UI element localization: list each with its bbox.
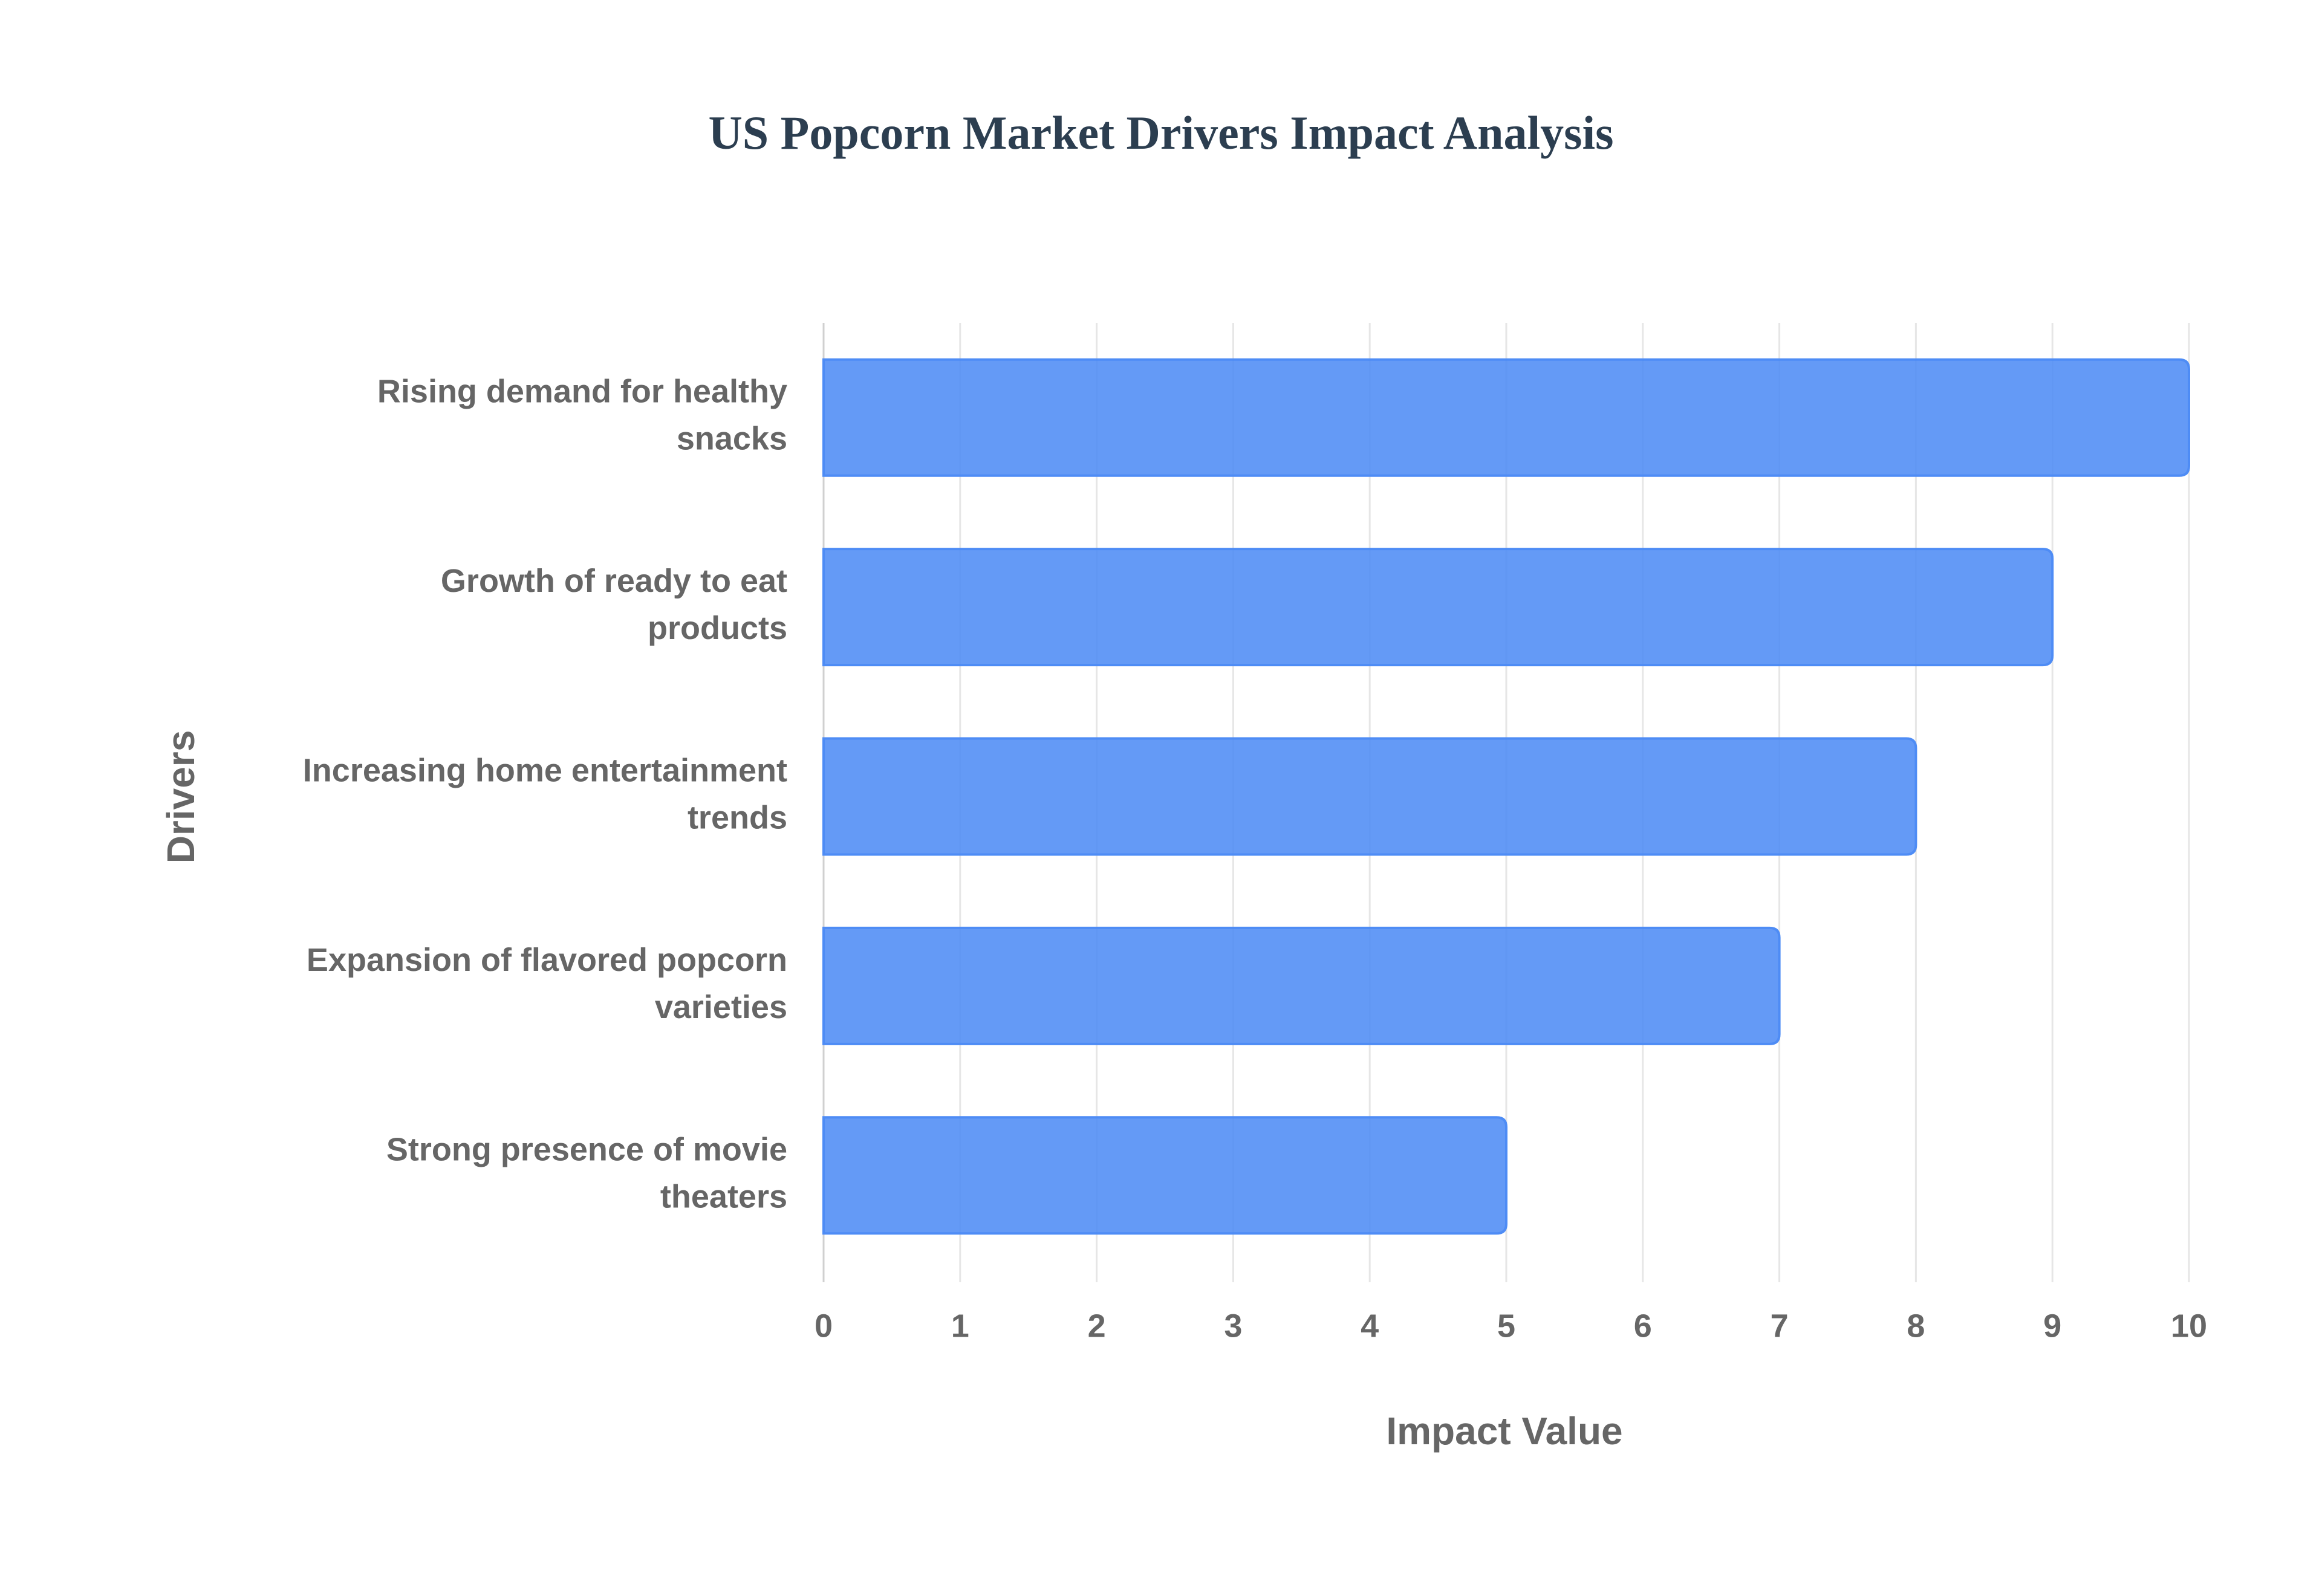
- bar: [822, 358, 2190, 477]
- y-tick-label: Increasing home entertainment trends: [303, 753, 787, 836]
- x-tick-label: 8: [1907, 1308, 1925, 1344]
- y-tick-label: Expansion of flavored popcorn varieties: [307, 942, 787, 1025]
- bar: [822, 548, 2054, 667]
- x-tick-label: 4: [1361, 1308, 1379, 1344]
- x-tick-label: 1: [951, 1308, 969, 1344]
- bar: [822, 926, 1781, 1045]
- chart-title: US Popcorn Market Drivers Impact Analysi…: [708, 106, 1613, 159]
- x-tick-label: 6: [1634, 1308, 1652, 1344]
- y-axis-title: Drivers: [159, 730, 203, 864]
- y-tick-label: Rising demand for healthy snacks: [377, 374, 787, 457]
- bar: [822, 1116, 1507, 1235]
- y-tick-label: Strong presence of movie theaters: [386, 1132, 787, 1215]
- x-tick-label: 7: [1771, 1308, 1789, 1344]
- x-tick-label: 2: [1088, 1308, 1106, 1344]
- x-tick-label: 10: [2171, 1308, 2207, 1344]
- x-tick-label: 5: [1497, 1308, 1515, 1344]
- x-tick-label: 9: [2043, 1308, 2061, 1344]
- x-tick-label: 0: [815, 1308, 833, 1344]
- y-tick-label: Growth of ready to eat products: [441, 563, 787, 646]
- bar: [822, 737, 1917, 856]
- x-tick-label: 3: [1224, 1308, 1242, 1344]
- x-axis-title: Impact Value: [1386, 1409, 1622, 1453]
